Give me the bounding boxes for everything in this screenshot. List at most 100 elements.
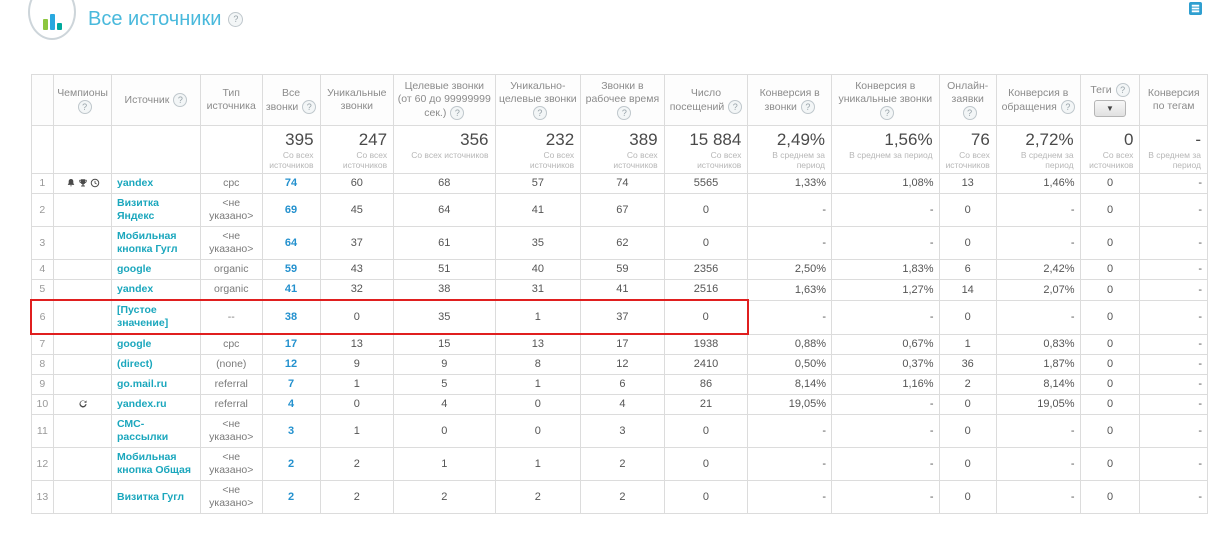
all-calls-link[interactable]: 4 <box>287 398 295 411</box>
cell-target-calls: 61 <box>393 226 496 261</box>
totals-caption: Со всех источников <box>945 150 990 171</box>
row-number: 6 <box>30 299 55 336</box>
table-row: 7 google cpc 17 13 15 13 17 1938 0,88% 0,67% 1 0,83%… <box>30 333 1208 356</box>
source-link[interactable]: Визитка Яндекс <box>116 197 159 223</box>
cell-conv-appeals: 2,42% <box>995 259 1081 281</box>
col-header-online-requests: Онлайн-заявки? <box>938 73 997 127</box>
cell-work-time-calls: 37 <box>580 299 665 336</box>
source-link[interactable]: СМС-рассылки <box>116 418 169 444</box>
totals-value: 15 884 <box>689 130 742 150</box>
export-table-icon[interactable] <box>1189 2 1202 15</box>
title-help-icon[interactable]: ? <box>228 12 244 27</box>
source-link[interactable]: Мобильная кнопка Общая <box>116 451 191 477</box>
totals-empty-cell <box>30 125 55 175</box>
totals-empty-cell <box>53 125 112 175</box>
table-row: 9 go.mail.ru referral 7 1 5 1 6 86 8,14% 1,16% 2 8,1… <box>30 374 1208 396</box>
cell-conv-appeals: 19,05% <box>995 394 1081 416</box>
totals-value: 356 <box>460 130 489 150</box>
col-header-conv-appeals: Конверсия в обращения? <box>995 73 1081 127</box>
tags-filter-button[interactable]: ▼ <box>1094 100 1126 118</box>
table-row: 12 Мобильная кнопка Общая <не указано> 2 2 1 1… <box>30 447 1208 482</box>
totals-caption: Со всех источников <box>1089 150 1134 171</box>
cell-online-requests: 0 <box>938 447 997 482</box>
logo-bar-green <box>42 19 48 30</box>
source-link[interactable]: yandex <box>116 177 154 190</box>
source-cell: go.mail.ru <box>110 374 201 396</box>
cell-online-requests: 0 <box>938 480 997 515</box>
cell-conv-tags: - <box>1139 226 1208 261</box>
all-calls-link[interactable]: 64 <box>284 236 298 249</box>
totals-caption: Со всех источников <box>529 150 575 171</box>
help-icon[interactable]: ? <box>173 93 188 108</box>
cell-unique-calls: 43 <box>319 259 395 281</box>
all-calls-cell: 38 <box>261 299 321 336</box>
source-link[interactable]: google <box>116 338 152 351</box>
clock-icon <box>89 177 101 189</box>
all-calls-link[interactable]: 59 <box>284 263 298 276</box>
source-link[interactable]: (direct) <box>116 358 153 371</box>
cell-visits: 0 <box>663 226 749 261</box>
help-icon[interactable]: ? <box>77 99 92 114</box>
source-cell: Визитка Яндекс <box>110 193 201 228</box>
source-link[interactable]: yandex.ru <box>116 398 167 411</box>
help-icon[interactable]: ? <box>1115 83 1130 98</box>
source-type-cell: -- <box>199 299 263 336</box>
help-icon[interactable]: ? <box>800 99 815 114</box>
all-calls-link[interactable]: 2 <box>287 457 295 470</box>
all-calls-cell: 17 <box>261 333 321 356</box>
all-calls-link[interactable]: 41 <box>284 283 298 296</box>
all-calls-cell: 3 <box>261 414 321 449</box>
all-calls-link[interactable]: 38 <box>284 310 298 323</box>
cell-unique-target-calls: 31 <box>494 279 582 301</box>
help-icon[interactable]: ? <box>1060 99 1075 114</box>
chevron-down-icon: ▼ <box>1106 103 1114 113</box>
all-calls-link[interactable]: 69 <box>284 203 298 216</box>
table-row: 2 Визитка Яндекс <не указано> 69 45 64 41 67 0- -… <box>30 193 1208 228</box>
source-link[interactable]: google <box>116 263 152 276</box>
all-calls-link[interactable]: 3 <box>287 424 295 437</box>
source-cell: (direct) <box>110 354 201 376</box>
highlighted-row: 6 [Пустое значение] -- 38 0 35 1 37 0- -0-0- <box>30 299 1208 336</box>
cell-unique-target-calls: 35 <box>494 226 582 261</box>
all-calls-link[interactable]: 7 <box>287 378 295 391</box>
help-icon[interactable]: ? <box>962 106 977 121</box>
cell-conv-appeals: 8,14% <box>995 374 1081 396</box>
champions-cell <box>53 279 112 301</box>
source-link[interactable]: Визитка Гугл <box>116 490 185 503</box>
help-icon[interactable]: ? <box>302 99 317 114</box>
cell-online-requests: 14 <box>938 279 997 301</box>
all-calls-cell: 59 <box>261 259 321 281</box>
cell-work-time-calls: 41 <box>580 279 665 301</box>
col-label: Источник <box>124 93 170 106</box>
table-row: 13 Визитка Гугл <не указано> 2 2 2 2 2 0- -0-0- <box>30 480 1208 515</box>
all-calls-link[interactable]: 2 <box>287 490 295 503</box>
source-link[interactable]: go.mail.ru <box>116 378 168 391</box>
cell-online-requests: 6 <box>938 259 997 281</box>
table-row: 8 (direct) (none) 12 9 9 8 12 2410 0,50% 0,37% 36 1,… <box>30 354 1208 376</box>
row-number: 2 <box>30 193 55 228</box>
source-link[interactable]: [Пустое значение] <box>116 304 169 330</box>
cell-online-requests: 0 <box>938 193 997 228</box>
source-link[interactable]: yandex <box>116 283 154 296</box>
col-label: Число посещений <box>669 86 725 113</box>
help-icon[interactable]: ? <box>617 106 632 121</box>
help-icon[interactable]: ? <box>728 99 743 114</box>
all-calls-link[interactable]: 17 <box>284 338 298 351</box>
all-calls-link[interactable]: 74 <box>284 177 298 190</box>
row-number: 5 <box>30 279 55 301</box>
champions-cell <box>53 259 112 281</box>
all-calls-link[interactable]: 12 <box>284 358 298 371</box>
cell-conv-tags: - <box>1139 354 1208 376</box>
cell-tags: 0 <box>1079 173 1141 195</box>
help-icon[interactable]: ? <box>450 106 465 121</box>
col-label: Чемпионы <box>57 86 108 99</box>
cell-conv-calls: - <box>747 447 833 482</box>
page-header: Все источники ? <box>88 8 244 31</box>
cell-visits: 5565 <box>663 173 749 195</box>
source-link[interactable]: Мобильная кнопка Гугл <box>116 230 178 256</box>
help-icon[interactable]: ? <box>880 106 895 121</box>
cell-conv-tags: - <box>1139 447 1208 482</box>
cell-unique-calls: 0 <box>319 394 395 416</box>
help-icon[interactable]: ? <box>532 106 547 121</box>
totals-caption: Со всех источников <box>613 150 658 171</box>
